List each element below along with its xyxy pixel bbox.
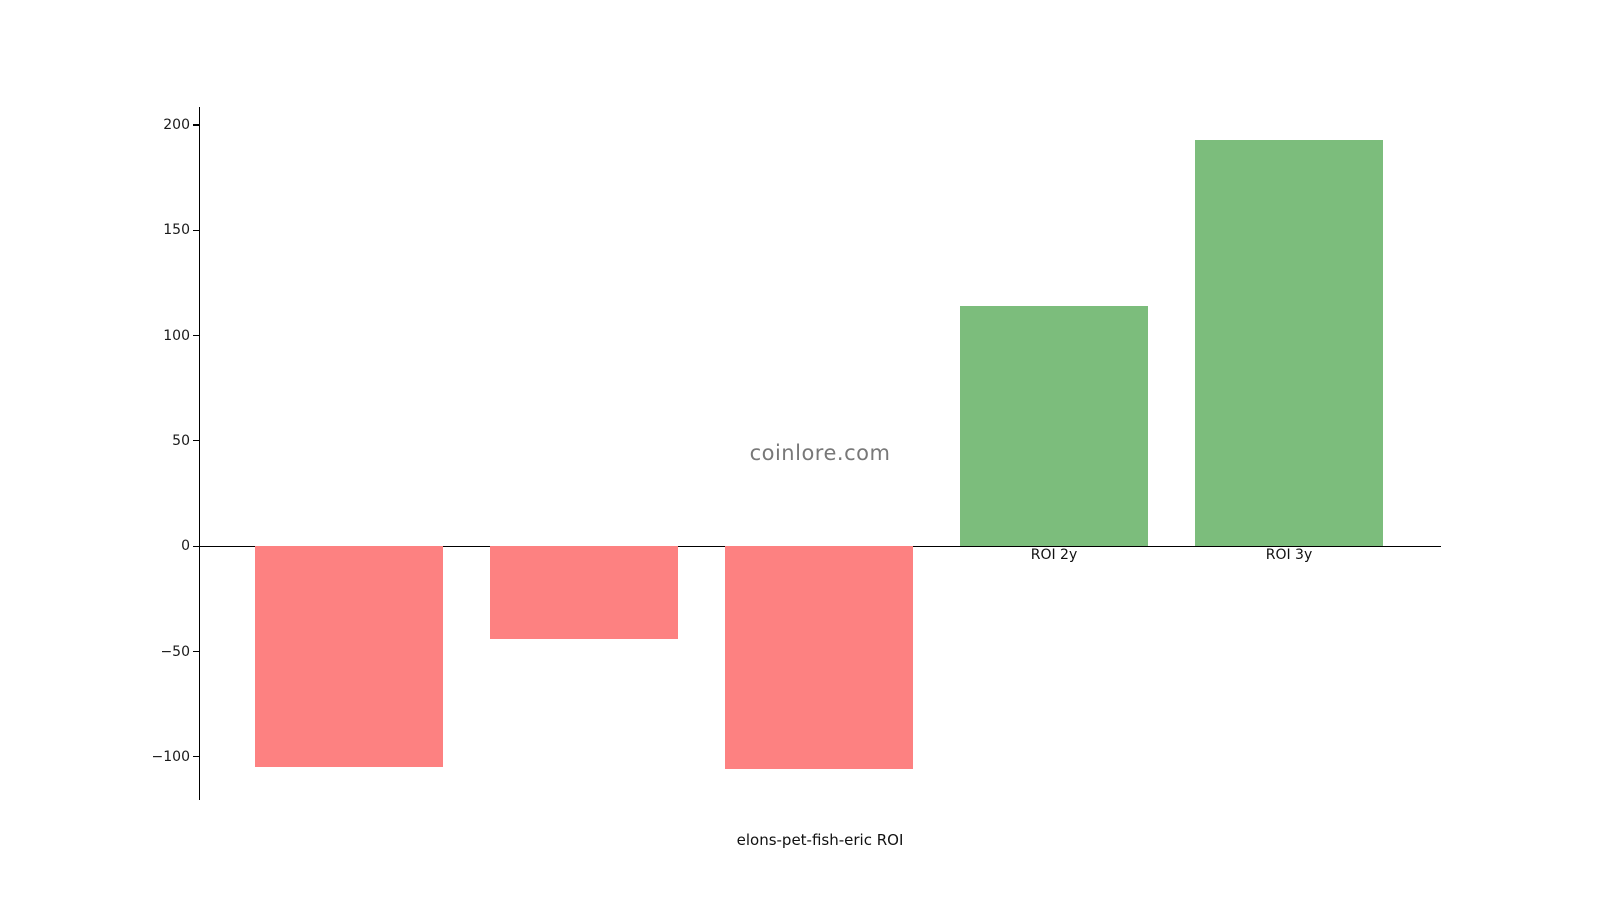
x-axis-label: elons-pet-fish-eric ROI [736,831,904,849]
y-tick-mark [193,440,200,442]
y-tick-label: 50 [172,432,190,449]
bar [1195,139,1383,547]
y-tick-label: −50 [160,643,190,660]
bar [255,546,443,768]
y-tick-label: 100 [163,327,190,344]
bar [960,306,1148,547]
bar [725,546,913,770]
y-tick-label: 0 [181,538,190,555]
y-tick-mark [193,229,200,231]
y-axis-spine [199,107,201,800]
x-tick-label: ROI 2y [1030,546,1078,563]
y-tick-label: 200 [163,116,190,133]
y-tick-mark [193,650,200,653]
x-tick-label: ROI 3y [1265,546,1313,563]
bar [490,546,678,639]
y-tick-label: −100 [151,748,190,765]
y-tick-label: 150 [163,222,190,239]
watermark-text: coinlore.com [749,441,891,465]
y-tick-mark [193,756,200,758]
y-tick-mark [193,334,200,337]
y-tick-mark [193,545,200,547]
y-tick-mark [193,124,200,126]
